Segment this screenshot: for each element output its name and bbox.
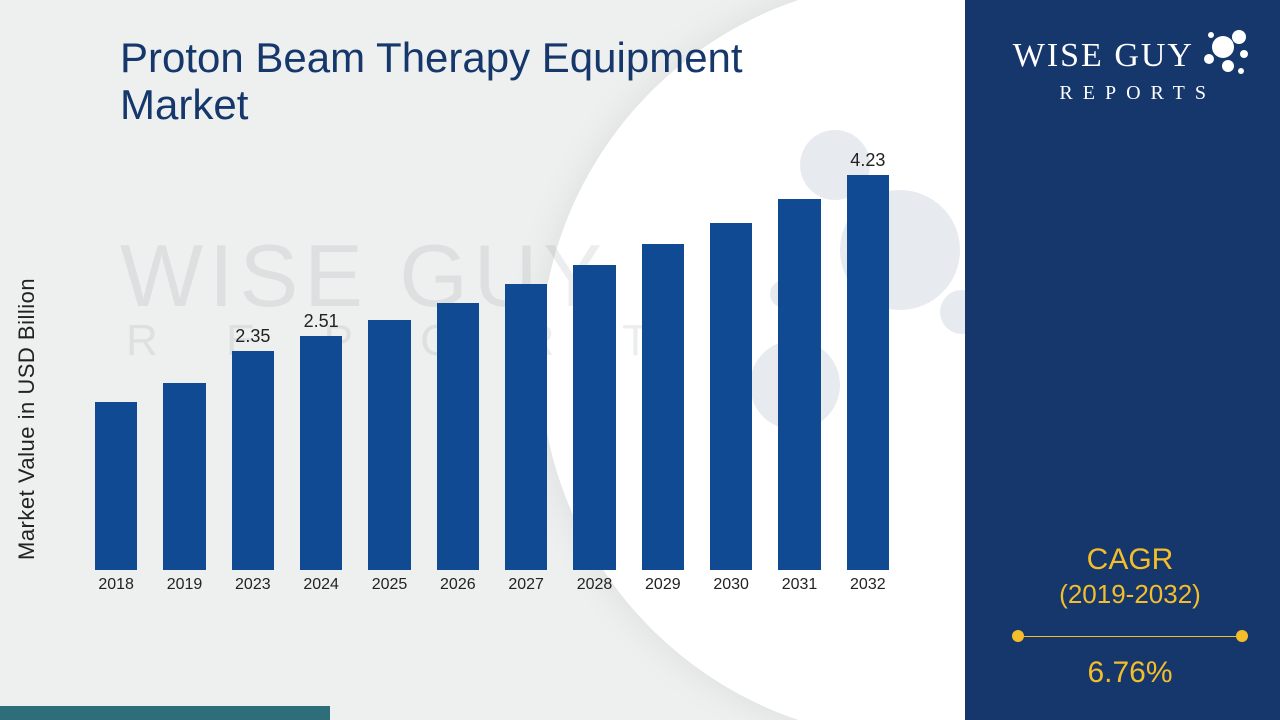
x-tick-label: 2032 [850,576,886,594]
x-tick-label: 2027 [508,576,544,594]
bar [642,244,684,570]
bar-value-label: 2.51 [304,311,339,332]
logo-line1: WISE GUY [1013,37,1194,75]
y-axis-label: Market Value in USD Billion [14,278,40,560]
bar [573,265,615,570]
brand-logo: WISE GUY REPORTS [1013,28,1252,105]
bar [505,284,547,570]
page-title: Proton Beam Therapy Equipment Market [120,34,760,128]
bar [368,320,410,570]
bar [437,303,479,570]
stage: WISE GUY R E P O R T S Proton Beam Thera… [0,0,1280,720]
bar [163,383,205,570]
x-tick-label: 2029 [645,576,681,594]
cagr-period: (2019-2032) [980,579,1280,610]
bottom-strip [0,706,330,720]
cagr-divider [1018,624,1242,648]
x-tick-label: 2023 [235,576,271,594]
cagr-value: 6.76% [980,656,1280,690]
plot-area: 2.35 2.51 4.23 [82,150,902,570]
logo-line2: REPORTS [1013,82,1252,105]
bar-value-label: 2.35 [235,326,270,347]
bar [95,402,137,570]
bar [710,223,752,570]
head-dots-icon [1202,28,1252,84]
x-tick-label: 2030 [713,576,749,594]
cagr-title: CAGR [980,543,1280,577]
x-tick-label: 2031 [782,576,818,594]
x-tick-label: 2019 [167,576,203,594]
bar [847,175,889,570]
bar [232,351,274,570]
x-tick-label: 2024 [303,576,339,594]
bar-chart: 2.35 2.51 4.23 2018 2019 2023 2024 2025 2026 202… [82,150,902,610]
x-tick-label: 2018 [98,576,134,594]
x-axis: 2018 2019 2023 2024 2025 2026 2027 2028 2029 2030… [82,570,902,610]
x-tick-label: 2028 [577,576,613,594]
x-tick-label: 2026 [440,576,476,594]
cagr-block: CAGR (2019-2032) 6.76% [980,543,1280,690]
bar [778,199,820,570]
bar [300,336,342,570]
bar-value-label: 4.23 [850,150,885,171]
x-tick-label: 2025 [372,576,408,594]
